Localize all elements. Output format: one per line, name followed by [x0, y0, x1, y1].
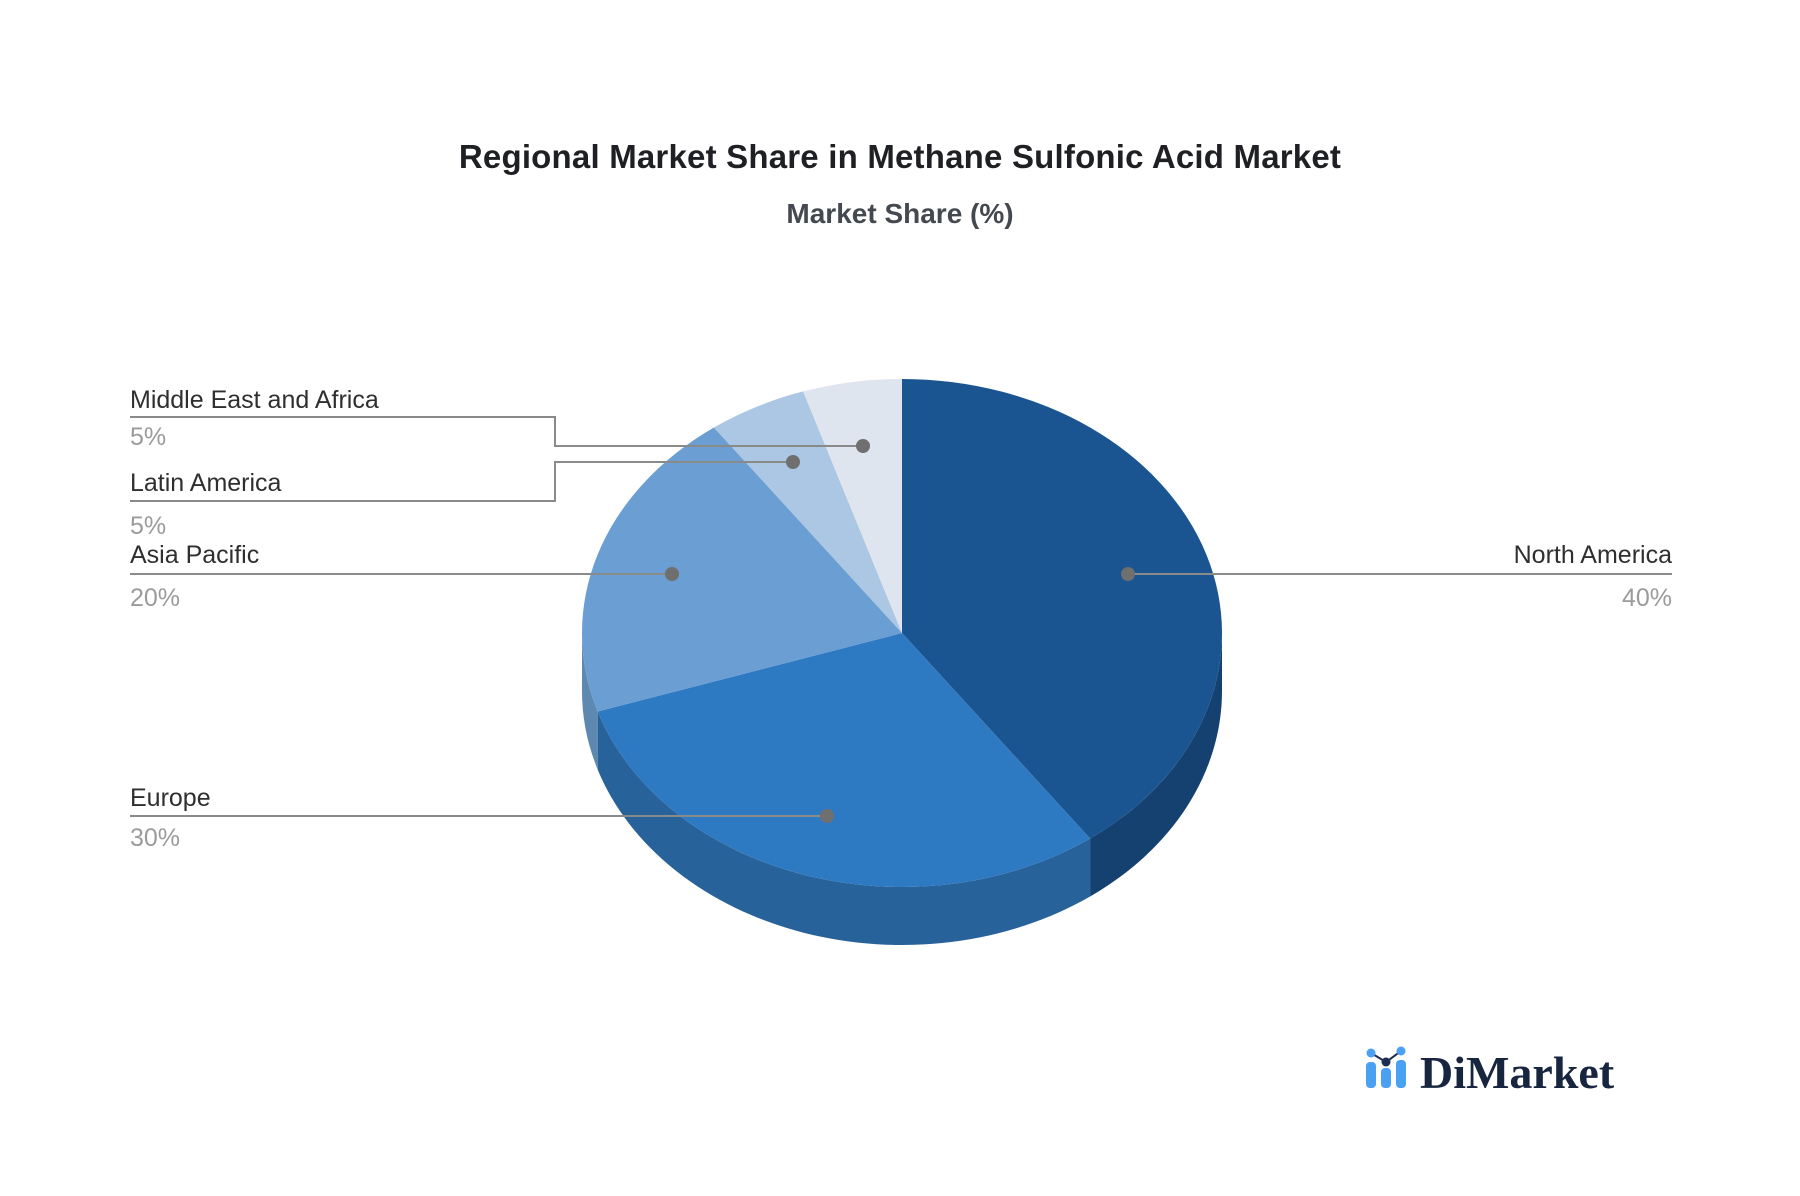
chart-title: Regional Market Share in Methane Sulfoni… [459, 138, 1341, 175]
callout-latin-america: Latin America 5% [130, 469, 282, 540]
leader-dot-asia-pacific [665, 567, 679, 581]
leader-dot-north-america [1121, 567, 1135, 581]
pie-slice-side-asia-pacific [582, 633, 598, 770]
leader-dot-latin-america [786, 455, 800, 469]
slice-label: North America [1514, 541, 1672, 569]
leader-lines [130, 416, 1672, 823]
callout-middle-east-and-africa: Middle East and Africa 5% [130, 386, 379, 451]
slice-label: Latin America [130, 469, 282, 497]
pie-slice-middle-east-and-africa [803, 379, 902, 633]
callout-north-america: North America 40% [1514, 541, 1672, 612]
pie-slice-side-europe [597, 711, 1091, 945]
chart-subtitle: Market Share (%) [786, 198, 1013, 229]
leader-line-latin-america [130, 461, 793, 502]
slice-percent: 40% [1622, 584, 1672, 612]
pie-3d [582, 379, 1222, 888]
brand-logo: DiMarket [1366, 1046, 1615, 1098]
pie-slice-europe [597, 633, 1091, 888]
pie-3d-sides [582, 633, 1222, 945]
callout-asia-pacific: Asia Pacific 20% [130, 541, 259, 612]
pie-slice-latin-america [713, 391, 902, 633]
pie-slice-side-north-america [1090, 633, 1222, 897]
slice-percent: 5% [130, 512, 166, 540]
brand-logo-text: DiMarket [1420, 1047, 1615, 1098]
pie-slice-asia-pacific [582, 427, 902, 712]
slice-percent: 30% [130, 824, 180, 852]
slice-percent: 20% [130, 584, 180, 612]
slice-label: Europe [130, 784, 211, 812]
leader-dot-europe [820, 809, 834, 823]
slice-label: Asia Pacific [130, 541, 259, 569]
slice-percent: 5% [130, 423, 166, 451]
bar-line-chart-icon [1366, 1046, 1406, 1088]
callout-europe: Europe 30% [130, 784, 211, 852]
leader-dot-middle-east-and-africa [856, 439, 870, 453]
slice-label: Middle East and Africa [130, 386, 379, 414]
leader-line-middle-east-and-africa [130, 416, 863, 447]
pie-slice-north-america [902, 379, 1222, 839]
